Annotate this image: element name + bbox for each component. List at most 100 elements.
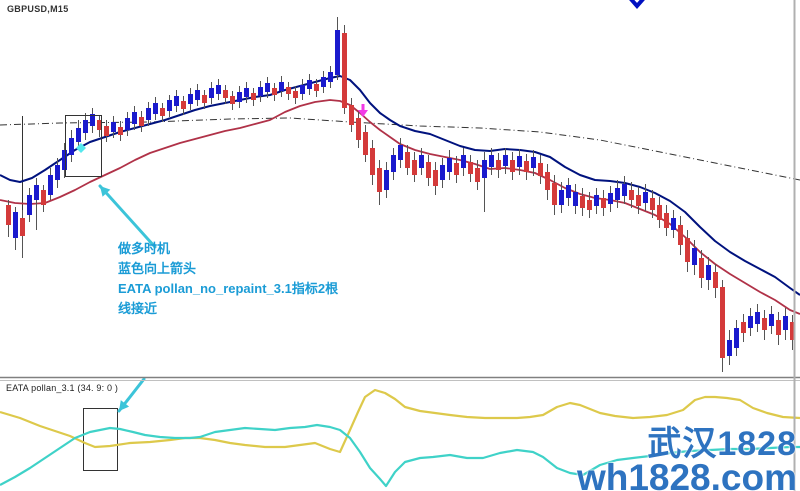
candle-body (552, 183, 557, 205)
candle-body (356, 118, 361, 140)
candle-body (517, 156, 522, 167)
candle-body (447, 158, 452, 172)
candle-body (48, 175, 53, 195)
candle-body (615, 188, 620, 200)
candle-body (83, 120, 88, 133)
hand-drawn-arrowhead-icon (629, 0, 645, 10)
candle-body (496, 160, 501, 170)
candle-body (790, 322, 795, 340)
candle-body (482, 160, 487, 178)
candle-body (426, 162, 431, 178)
annotation-arrow-main (98, 184, 157, 249)
candle-body (622, 184, 627, 196)
candle-body (566, 185, 571, 198)
candle-body (377, 168, 382, 192)
candle-body (272, 88, 277, 95)
candle-body (748, 316, 753, 328)
candle-body (580, 196, 585, 208)
trade-note-text: 做多时机 蓝色向上箭头 EATA pollan_no_repaint_3.1指标… (118, 239, 338, 319)
candle-body (734, 328, 739, 348)
candle-body (454, 163, 459, 175)
candle-body (34, 185, 39, 200)
candle-body (643, 192, 648, 203)
candle-body (461, 155, 466, 168)
candle-body (174, 96, 179, 106)
candle-body (188, 94, 193, 104)
candle-body (244, 88, 249, 97)
candle-body (20, 218, 25, 236)
highlight-rectangle-indicator[interactable] (83, 408, 118, 471)
candle-body (685, 238, 690, 262)
candle-body (587, 200, 592, 210)
candle-body (601, 198, 606, 208)
candle-body (13, 212, 18, 238)
buy-signal-marker-icon (76, 143, 86, 153)
candle-body (545, 172, 550, 190)
candle-body (489, 155, 494, 167)
candle-body (650, 198, 655, 210)
candle-body (62, 150, 67, 170)
sell-signal-arrow-icon (358, 104, 368, 117)
candle-body (769, 314, 774, 326)
note-line-3: EATA pollan_no_repaint_3.1指标2根 (118, 281, 339, 296)
candle-body (279, 82, 284, 91)
candle-body (573, 192, 578, 206)
annotation-arrow-main-head (100, 186, 111, 197)
candle-body (671, 218, 676, 230)
candle-body (433, 170, 438, 186)
candle-body (657, 205, 662, 220)
candle-body (321, 77, 326, 87)
dashed-ma-line (0, 117, 800, 181)
indicator-name-label: EATA pollan_3.1 (34. 9: 0 ) (6, 383, 119, 393)
candle-body (307, 80, 312, 89)
candle-body (125, 118, 130, 130)
candle-body (762, 318, 767, 330)
candle-body (160, 108, 165, 116)
candle-body (216, 85, 221, 94)
candle-body (69, 138, 74, 155)
candle-body (230, 96, 235, 104)
watermark-line-2: wh1828.com (576, 456, 797, 491)
candle-body (713, 272, 718, 288)
highlight-rectangle-main[interactable] (65, 115, 102, 177)
candle-body (55, 165, 60, 180)
candle-body (419, 155, 424, 168)
candle-body (699, 258, 704, 278)
candle-body (727, 340, 732, 356)
candle-body (342, 33, 347, 108)
candle-body (258, 87, 263, 96)
candle-body (636, 195, 641, 206)
annotation-arrow-indicator-head (119, 400, 130, 411)
candle-body (286, 87, 291, 94)
candle-body (118, 127, 123, 135)
candle-body (111, 122, 116, 132)
candle-body (720, 287, 725, 358)
indicator-cyan-line (0, 423, 800, 488)
candle-body (195, 90, 200, 100)
candle-body (76, 128, 81, 142)
candle-body (153, 103, 158, 114)
candle-body (104, 126, 109, 136)
candle-body (202, 95, 207, 103)
candle-body (181, 101, 186, 109)
candle-body (468, 162, 473, 174)
note-line-1: 做多时机 (118, 241, 171, 256)
candle-body (608, 193, 613, 204)
candle-body (524, 161, 529, 172)
candle-body (209, 88, 214, 98)
candle-body (510, 160, 515, 172)
candle-body (300, 85, 305, 94)
candle-body (531, 157, 536, 168)
candle-body (335, 30, 340, 75)
candle-body (755, 312, 760, 324)
candle-body (251, 93, 256, 100)
candle-body (363, 132, 368, 155)
candle-body (314, 84, 319, 91)
candle-body (398, 145, 403, 160)
candle-body (237, 92, 242, 102)
candle-body (741, 322, 746, 333)
candle-body (27, 195, 32, 215)
candle-body (223, 90, 228, 98)
